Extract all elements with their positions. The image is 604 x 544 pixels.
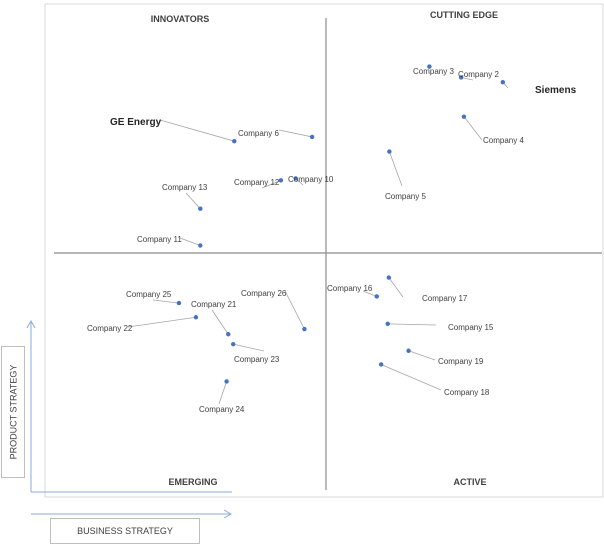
x-axis-arrow: [31, 509, 233, 519]
data-point-company-21: [226, 332, 231, 337]
data-point-company-25: [176, 300, 182, 306]
leader-line-company-23: [233, 343, 265, 352]
point-label-company-10: Company 10: [288, 175, 334, 184]
x-axis-title: BUSINESS STRATEGY: [77, 526, 173, 536]
point-label-company-21: Company 21: [191, 300, 237, 309]
leader-line-company-11: [179, 237, 201, 246]
data-point-company-23: [230, 341, 236, 347]
leader-line-company-13: [185, 192, 201, 209]
leader-line-company-17: [388, 277, 404, 298]
point-label-company-2: Company 2: [458, 70, 499, 79]
data-point-company-5: [387, 149, 392, 154]
point-label-company-23: Company 23: [234, 355, 280, 364]
quadrant-label-emerging: EMERGING: [168, 477, 217, 487]
leader-line-ge-energy: [159, 119, 235, 142]
point-label-company-18: Company 18: [444, 388, 490, 397]
data-point-company-19: [406, 348, 411, 353]
leader-line-company-18: [380, 364, 442, 391]
data-point-company-4: [461, 114, 467, 119]
point-label-company-6: Company 6: [238, 129, 279, 138]
leader-line-company-21: [211, 309, 229, 335]
point-label-siemens: Siemens: [535, 85, 577, 96]
leader-line-company-6: [278, 129, 313, 138]
point-label-company-24: Company 24: [199, 405, 245, 414]
point-label-company-26: Company 26: [241, 289, 287, 298]
point-label-company-17: Company 17: [422, 294, 468, 303]
leader-line-company-26: [284, 290, 305, 330]
point-label-ge-energy: GE Energy: [110, 117, 162, 128]
data-point-company-24: [224, 379, 229, 384]
data-point-company-16: [374, 294, 379, 299]
point-label-company-5: Company 5: [385, 192, 426, 201]
data-point-company-2: [458, 75, 464, 80]
plot-frame: [44, 3, 604, 498]
quadrant-label-active: ACTIVE: [453, 477, 486, 487]
quadrant-label-cutting-edge: CUTTING EDGE: [430, 10, 498, 20]
point-label-company-22: Company 22: [87, 324, 133, 333]
point-label-company-12: Company 12: [234, 178, 280, 187]
data-point-siemens: [500, 79, 506, 85]
data-point-ge-energy: [232, 138, 237, 144]
data-point-company-15: [385, 321, 390, 327]
data-point-company-12: [278, 178, 284, 183]
leader-line-company-22: [127, 316, 196, 328]
data-points: [176, 64, 506, 384]
data-point-company-11: [198, 243, 203, 248]
data-point-company-17: [386, 275, 392, 280]
leader-line-company-19: [408, 350, 436, 361]
point-label-company-4: Company 4: [483, 136, 524, 145]
data-point-company-6: [309, 134, 315, 140]
data-point-company-18: [378, 362, 384, 367]
point-label-company-11: Company 11: [137, 235, 182, 244]
point-label-company-15: Company 15: [448, 323, 494, 332]
leader-line-company-15: [387, 323, 437, 326]
data-point-company-10: [293, 176, 298, 181]
leader-lines: [127, 77, 509, 405]
point-label-company-25: Company 25: [126, 290, 172, 299]
point-label-company-19: Company 19: [438, 357, 484, 366]
leader-line-company-4: [463, 116, 483, 141]
leader-line-company-24: [218, 381, 227, 405]
leader-line-company-16: [362, 290, 377, 297]
leader-line-company-12: [261, 179, 282, 189]
y-axis-title-box: PRODUCT STRATEGY: [1, 346, 25, 478]
leader-line-company-5: [389, 151, 403, 187]
point-label-company-13: Company 13: [162, 183, 208, 192]
point-label-company-3: Company 3: [413, 67, 454, 76]
quadrant-label-innovators: INNOVATORS: [151, 14, 210, 24]
leader-line-company-25: [152, 299, 179, 304]
point-label-company-16: Company 16: [327, 284, 373, 293]
y-axis-arrow: [26, 319, 232, 493]
data-point-company-26: [302, 326, 307, 332]
x-axis-title-box: BUSINESS STRATEGY: [50, 518, 200, 544]
data-point-company-22: [193, 315, 199, 320]
data-point-company-3: [427, 64, 432, 69]
data-point-company-13: [198, 206, 203, 211]
y-axis-title: PRODUCT STRATEGY: [8, 364, 18, 460]
point-labels: Siemens Company 3 Company 2 Company 4 Compan…: [87, 67, 577, 414]
